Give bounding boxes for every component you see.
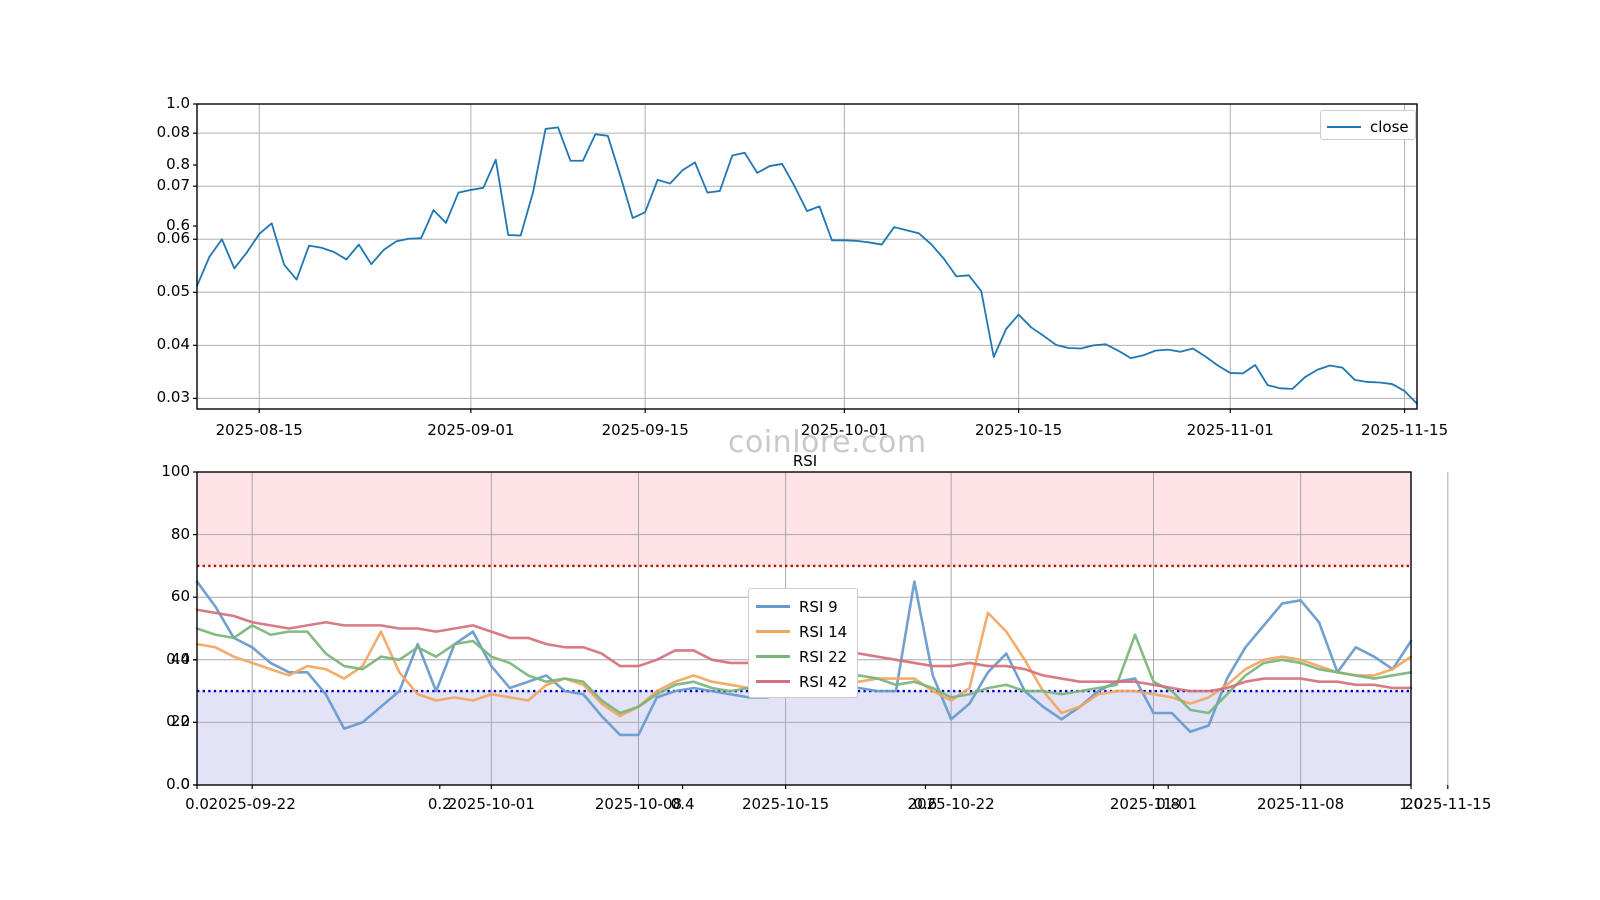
price-x-tick-2025-11-01: 2025-11-01 — [1186, 421, 1274, 439]
price-legend-item-close[interactable]: close — [1327, 114, 1409, 139]
price-x-tick-2025-09-01: 2025-09-01 — [427, 421, 515, 439]
rsi-secondary-x-tick-0.0: 0.0 — [185, 795, 209, 813]
rsi-legend-label: RSI 42 — [799, 672, 848, 691]
rsi-secondary-x-tick-0.8: 0.8 — [1156, 795, 1181, 813]
rsi-legend-swatch-0 — [756, 605, 790, 608]
price-legend-label: close — [1370, 117, 1409, 136]
rsi-y-tick-20: 20 — [170, 712, 190, 731]
price-y-tick-0.08: 0.08 — [156, 123, 190, 142]
rsi-x-tick-2025-11-15: 2025-11-15 — [1404, 795, 1492, 813]
rsi-title: RSI — [792, 452, 818, 470]
price-x-tick-2025-10-01: 2025-10-01 — [800, 421, 888, 439]
rsi-x-tick-2025-11-01: 2025-11-01 — [1109, 795, 1198, 813]
rsi-legend-label: RSI 14 — [799, 622, 848, 641]
rsi-x-tick-2025-10-15: 2025-10-15 — [742, 795, 830, 813]
rsi-secondary-x-tick-0.6: 0.6 — [913, 795, 938, 813]
rsi-y-tick-40: 40 — [170, 649, 190, 668]
price-y-tick-0.06: 0.06 — [156, 229, 190, 248]
price-x-tick-2025-08-15: 2025-08-15 — [215, 421, 303, 439]
rsi-y-tick-0: 0 — [180, 775, 190, 793]
rsi-secondary-x-tick-1.0: 1.0 — [1399, 795, 1423, 813]
rsi-secondary-x-tick-0.2: 0.2 — [427, 795, 452, 813]
price-secondary-y-tick-0.8: 0.8 — [166, 155, 190, 173]
price-secondary-y-tick-0.6: 0.6 — [166, 216, 190, 234]
rsi-secondary-x-tick-0.4: 0.4 — [670, 795, 695, 813]
rsi-x-tick-2025-10-01: 2025-10-01 — [447, 795, 535, 813]
price-x-tick-2025-09-15: 2025-09-15 — [601, 421, 689, 439]
price-legend[interactable]: close — [1320, 110, 1416, 140]
rsi-legend-item-rsi-22[interactable]: RSI 22 — [756, 644, 849, 669]
rsi-legend-item-rsi-14[interactable]: RSI 14 — [756, 619, 849, 644]
rsi-legend-label: RSI 22 — [799, 647, 848, 666]
price-y-tick-0.03: 0.03 — [156, 388, 190, 407]
rsi-legend-item-rsi-9[interactable]: RSI 9 — [756, 594, 849, 619]
rsi-legend-swatch-2 — [756, 655, 790, 658]
rsi-x-tick-2025-10-22: 2025-10-22 — [907, 795, 995, 813]
rsi-secondary-y-tick-0.2: 0.2 — [166, 712, 190, 731]
rsi-x-tick-2025-09-22: 2025-09-22 — [208, 795, 296, 813]
price-secondary-y-tick-1.0: 1.0 — [166, 94, 190, 112]
rsi-legend-label: RSI 9 — [799, 597, 838, 616]
price-y-tick-0.05: 0.05 — [156, 282, 190, 301]
rsi-legend[interactable]: RSI 9 RSI 14 RSI 22 RSI 42 — [748, 588, 858, 698]
rsi-secondary-y-tick-0.4: 0.4 — [166, 649, 190, 668]
rsi-y-tick-60: 60 — [170, 587, 190, 606]
rsi-y-tick-80: 80 — [170, 524, 190, 543]
price-legend-swatch-close — [1327, 125, 1361, 128]
rsi-legend-swatch-1 — [756, 630, 790, 633]
rsi-secondary-y-tick-0.0: 0.0 — [166, 775, 190, 793]
rsi-x-tick-2025-11-08: 2025-11-08 — [1257, 795, 1345, 813]
rsi-x-tick-2025-10-08: 2025-10-08 — [594, 795, 683, 813]
price-x-tick-2025-11-15: 2025-11-15 — [1360, 421, 1449, 439]
rsi-y-tick-100: 100 — [161, 462, 190, 480]
price-x-tick-2025-10-15: 2025-10-15 — [975, 421, 1063, 439]
price-plot-svg — [193, 103, 1418, 413]
price-y-tick-0.04: 0.04 — [156, 335, 190, 354]
price-y-tick-0.07: 0.07 — [156, 176, 190, 195]
rsi-chart-panel: RSI 0 20 40 60 80 100 0.0 0.2 0.4 2025-09-22 202… — [0, 452, 1600, 900]
price-chart-panel: 0.03 0.04 0.05 0.06 0.07 0.08 0.6 0.8 1.0 2025-… — [156, 94, 1449, 439]
rsi-legend-swatch-3 — [756, 680, 790, 683]
watermark-coinlore: coinlore.com — [728, 425, 927, 460]
rsi-legend-item-rsi-42[interactable]: RSI 42 — [756, 669, 849, 694]
